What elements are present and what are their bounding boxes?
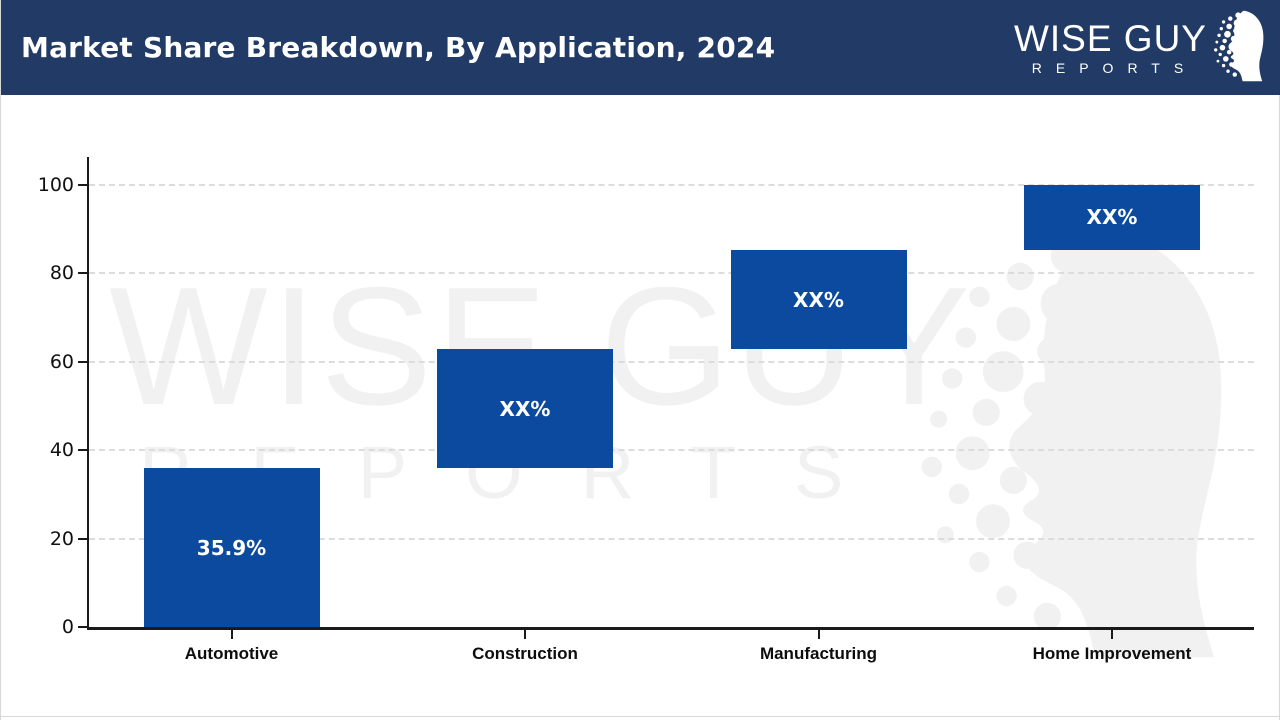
x-tick-mark <box>1111 630 1113 639</box>
x-tick-mark <box>524 630 526 639</box>
x-category-label: Manufacturing <box>759 644 878 663</box>
x-category-label: Construction <box>472 644 578 663</box>
gridline <box>89 449 1254 452</box>
y-tick-mark <box>78 626 87 628</box>
logo-head-icon <box>1209 6 1265 90</box>
gridline <box>89 360 1254 363</box>
x-category-label: Automotive <box>184 644 279 663</box>
y-tick-mark <box>78 449 87 452</box>
bar-value-label: XX% <box>499 396 551 421</box>
y-tick-label: 80 <box>49 262 74 285</box>
bar-value-label: XX% <box>793 287 844 312</box>
page-title: Market Share Breakdown, By Application, … <box>21 31 776 64</box>
header-bar: Market Share Breakdown, By Application, … <box>1 0 1280 95</box>
y-tick-label: 100 <box>37 174 74 196</box>
gridline <box>89 184 1254 186</box>
bottom-divider <box>1 716 1280 717</box>
y-tick-mark <box>78 272 87 275</box>
x-tick-mark <box>817 630 820 639</box>
y-axis-line <box>87 157 89 630</box>
x-tick-mark <box>230 630 233 639</box>
y-tick-label: 20 <box>49 527 74 550</box>
y-tick-mark <box>78 537 87 540</box>
bar-value-label: XX% <box>1086 205 1138 230</box>
watermark-head-icon <box>891 222 1231 668</box>
y-tick-label: 40 <box>49 439 74 462</box>
bar-home-improvement: XX% <box>1024 185 1200 250</box>
logo-wordmark: WISE GUY REPORTS <box>1014 20 1207 75</box>
bar-value-label: 35.9% <box>196 535 267 560</box>
y-tick-mark <box>78 184 87 186</box>
logo-line2: REPORTS <box>1031 60 1198 76</box>
gridline <box>89 272 1254 275</box>
y-tick-label: 0 <box>61 616 74 638</box>
y-tick-label: 60 <box>49 350 74 373</box>
waterfall-chart: 0 20 40 60 80 100 35.9% Automotive XX% Constructi… <box>1 95 1280 720</box>
x-axis-line <box>87 627 1254 630</box>
bar-manufacturing: XX% <box>730 249 907 350</box>
y-tick-mark <box>78 360 87 363</box>
wise-guy-logo: WISE GUY REPORTS <box>1014 6 1265 90</box>
gridline <box>89 537 1254 540</box>
bar-construction: XX% <box>437 349 613 469</box>
bar-automotive: 35.9% <box>143 468 320 627</box>
x-category-label: Home Improvement <box>1032 644 1192 663</box>
logo-line1: WISE GUY <box>1013 18 1207 59</box>
